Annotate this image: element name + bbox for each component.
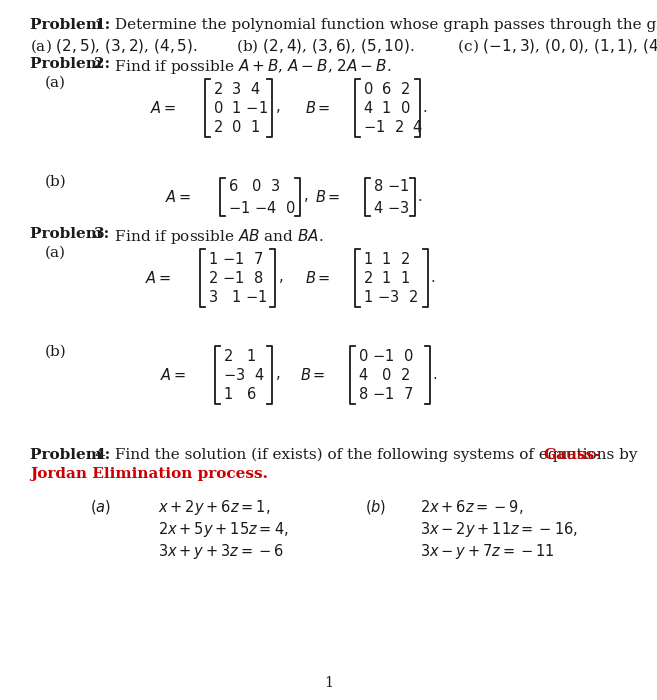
Text: $2x + 5y + 15z = 4,$: $2x + 5y + 15z = 4,$ bbox=[158, 520, 288, 539]
Text: $8 \ {-1} \ \ 7$: $8 \ {-1} \ \ 7$ bbox=[358, 386, 413, 402]
Text: .: . bbox=[418, 190, 422, 204]
Text: $2 \ \ \ 1$: $2 \ \ \ 1$ bbox=[223, 348, 256, 364]
Text: $0 \ {-1} \ \ 0$: $0 \ {-1} \ \ 0$ bbox=[358, 348, 413, 364]
Text: $1 \ {-1} \ \ 7$: $1 \ {-1} \ \ 7$ bbox=[208, 251, 263, 267]
Text: ${-1} \ \ 2 \ \ 4$: ${-1} \ \ 2 \ \ 4$ bbox=[363, 119, 423, 135]
Text: $B =$: $B =$ bbox=[300, 367, 325, 383]
Text: 1:: 1: bbox=[94, 18, 110, 32]
Text: $1 \ {-3} \ \ 2$: $1 \ {-3} \ \ 2$ bbox=[363, 289, 418, 305]
Text: $,$: $,$ bbox=[275, 101, 281, 115]
Text: Jordan Elimination process.: Jordan Elimination process. bbox=[30, 467, 268, 481]
Text: $2 \ \ 1 \ \ 1$: $2 \ \ 1 \ \ 1$ bbox=[363, 270, 411, 286]
Text: $,$: $,$ bbox=[275, 368, 281, 382]
Text: (a): (a) bbox=[45, 246, 66, 260]
Text: $A =$: $A =$ bbox=[160, 367, 187, 383]
Text: 1: 1 bbox=[324, 676, 333, 690]
Text: $1 \ \ \ 6$: $1 \ \ \ 6$ bbox=[223, 386, 257, 402]
Text: $B =$: $B =$ bbox=[305, 270, 330, 286]
Text: Find if possible $AB$ and $BA$.: Find if possible $AB$ and $BA$. bbox=[110, 227, 324, 246]
Text: $,$: $,$ bbox=[303, 190, 308, 204]
Text: ${-3} \ \ 4$: ${-3} \ \ 4$ bbox=[223, 367, 265, 383]
Text: $1 \ \ 1 \ \ 2$: $1 \ \ 1 \ \ 2$ bbox=[363, 251, 411, 267]
Text: $3x + y + 3z = -6$: $3x + y + 3z = -6$ bbox=[158, 542, 284, 561]
Text: 4:: 4: bbox=[94, 448, 110, 462]
Text: 2:: 2: bbox=[94, 57, 110, 71]
Text: Problem: Problem bbox=[30, 57, 107, 71]
Text: $4 \ {-3}$: $4 \ {-3}$ bbox=[373, 200, 409, 216]
Text: Determine the polynomial function whose graph passes through the given points.: Determine the polynomial function whose … bbox=[110, 18, 657, 32]
Text: $3x - 2y + 11z = -16,$: $3x - 2y + 11z = -16,$ bbox=[420, 520, 578, 539]
Text: $6 \ \ \ 0 \ \ 3$: $6 \ \ \ 0 \ \ 3$ bbox=[228, 178, 281, 194]
Text: .: . bbox=[433, 368, 438, 382]
Text: $A =$: $A =$ bbox=[150, 100, 176, 116]
Text: $(b)$: $(b)$ bbox=[365, 498, 386, 516]
Text: $2x + 6z = -9,$: $2x + 6z = -9,$ bbox=[420, 498, 524, 516]
Text: .: . bbox=[423, 101, 428, 115]
Text: Problem: Problem bbox=[30, 18, 107, 32]
Text: $3 \ \ \ 1 \ {-1}$: $3 \ \ \ 1 \ {-1}$ bbox=[208, 289, 268, 305]
Text: $,$: $,$ bbox=[278, 271, 283, 285]
Text: Problem: Problem bbox=[30, 448, 107, 462]
Text: $(a)$: $(a)$ bbox=[90, 498, 111, 516]
Text: Find if possible $A + B$, $A - B$, $2A - B$.: Find if possible $A + B$, $A - B$, $2A -… bbox=[110, 57, 392, 76]
Text: (a): (a) bbox=[45, 76, 66, 90]
Text: $0 \ \ 6 \ \ 2$: $0 \ \ 6 \ \ 2$ bbox=[363, 81, 411, 97]
Text: $B =$: $B =$ bbox=[315, 189, 340, 205]
Text: $3x - y + 7z = -11$: $3x - y + 7z = -11$ bbox=[420, 542, 555, 561]
Text: (b): (b) bbox=[45, 345, 67, 359]
Text: 3:: 3: bbox=[94, 227, 110, 241]
Text: $4 \ \ 1 \ \ 0$: $4 \ \ 1 \ \ 0$ bbox=[363, 100, 411, 116]
Text: $4 \ \ \ 0 \ \ 2$: $4 \ \ \ 0 \ \ 2$ bbox=[358, 367, 410, 383]
Text: $A =$: $A =$ bbox=[165, 189, 191, 205]
Text: .: . bbox=[431, 271, 436, 285]
Text: Problem: Problem bbox=[30, 227, 107, 241]
Text: (b): (b) bbox=[45, 175, 67, 189]
Text: $2 \ \ 0 \ \ 1$: $2 \ \ 0 \ \ 1$ bbox=[213, 119, 260, 135]
Text: $0 \ \ 1 \ {-1}$: $0 \ \ 1 \ {-1}$ bbox=[213, 100, 268, 116]
Text: $A =$: $A =$ bbox=[145, 270, 171, 286]
Text: ${-1} \ {-4} \ \ 0$: ${-1} \ {-4} \ \ 0$ bbox=[228, 200, 296, 216]
Text: Gauss-: Gauss- bbox=[543, 448, 600, 462]
Text: $x + 2y + 6z = 1,$: $x + 2y + 6z = 1,$ bbox=[158, 498, 271, 517]
Text: $B =$: $B =$ bbox=[305, 100, 330, 116]
Text: Find the solution (if exists) of the following systems of equations by: Find the solution (if exists) of the fol… bbox=[110, 448, 643, 463]
Text: $2 \ {-1} \ \ 8$: $2 \ {-1} \ \ 8$ bbox=[208, 270, 263, 286]
Text: $8 \ {-1}$: $8 \ {-1}$ bbox=[373, 178, 409, 194]
Text: (a) $(2,5)$, $(3,2)$, $(4,5)$.        (b) $(2,4)$, $(3,6)$, $(5,10)$.         (c: (a) $(2,5)$, $(3,2)$, $(4,5)$. (b) $(2,4… bbox=[30, 37, 657, 55]
Text: $2 \ \ 3 \ \ 4$: $2 \ \ 3 \ \ 4$ bbox=[213, 81, 261, 97]
